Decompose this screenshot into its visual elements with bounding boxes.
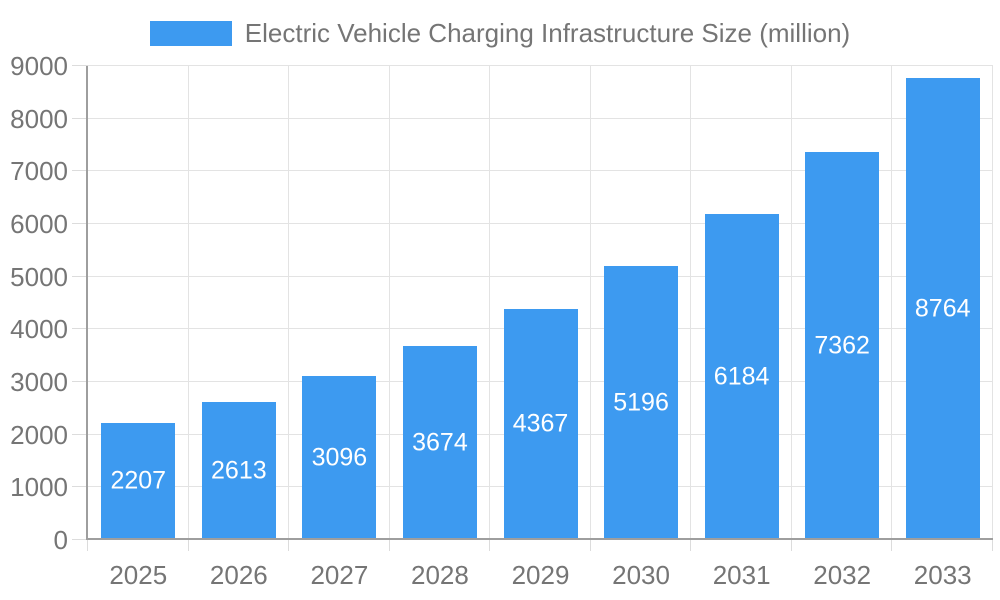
legend-label: Electric Vehicle Charging Infrastructure… bbox=[244, 17, 851, 48]
legend-item[interactable]: Electric Vehicle Charging Infrastructure… bbox=[0, 17, 1000, 48]
x-axis-tick bbox=[288, 540, 290, 551]
x-axis-tick-label: 2030 bbox=[612, 560, 670, 590]
bar[interactable]: 4367 bbox=[503, 309, 578, 539]
y-axis-tick-label: 3000 bbox=[10, 367, 68, 397]
y-axis-tick-label: 2000 bbox=[10, 419, 68, 450]
y-axis-tick bbox=[72, 275, 88, 277]
gridline-vertical bbox=[589, 66, 591, 540]
y-axis-line bbox=[86, 66, 88, 540]
y-axis-tick bbox=[72, 539, 88, 540]
x-axis-tick bbox=[87, 540, 88, 551]
gridline-vertical bbox=[288, 66, 290, 540]
bar[interactable]: 3096 bbox=[302, 376, 377, 539]
bar[interactable]: 2613 bbox=[201, 402, 276, 539]
gridline-horizontal bbox=[88, 65, 993, 66]
x-axis-line bbox=[86, 538, 993, 540]
y-axis-tick-label: 1000 bbox=[10, 472, 68, 503]
gridline-vertical bbox=[187, 66, 189, 540]
y-axis-tick-label: 9000 bbox=[10, 51, 68, 81]
y-axis-tick bbox=[72, 381, 88, 382]
bar-value-label: 2207 bbox=[110, 466, 167, 495]
x-axis-tick-label: 2028 bbox=[411, 560, 469, 590]
bar-value-label: 6184 bbox=[713, 362, 770, 390]
bar[interactable]: 8764 bbox=[905, 78, 980, 539]
bar[interactable]: 6184 bbox=[704, 214, 779, 539]
gridline-vertical bbox=[690, 66, 692, 540]
bar-value-label: 3096 bbox=[311, 443, 368, 471]
bar[interactable]: 5196 bbox=[604, 266, 679, 539]
gridline-vertical bbox=[891, 66, 893, 540]
y-axis-tick bbox=[72, 223, 88, 224]
gridline-horizontal bbox=[88, 117, 993, 119]
gridline-vertical bbox=[388, 66, 390, 540]
gridline-horizontal bbox=[88, 223, 993, 224]
gridline-vertical bbox=[790, 66, 792, 540]
x-axis-tick bbox=[388, 540, 390, 551]
legend-swatch bbox=[149, 20, 232, 46]
x-axis-tick bbox=[992, 540, 993, 551]
bar-value-label: 7362 bbox=[814, 331, 870, 359]
y-axis-tick-label: 4000 bbox=[10, 314, 68, 345]
x-axis-tick-label: 2031 bbox=[712, 560, 771, 590]
y-axis-tick-label: 6000 bbox=[10, 209, 68, 239]
y-axis-tick-label: 7000 bbox=[10, 156, 68, 187]
y-axis-tick bbox=[72, 65, 88, 66]
x-axis-tick-label: 2027 bbox=[310, 560, 369, 590]
gridline-horizontal bbox=[88, 170, 993, 172]
x-axis-tick bbox=[790, 540, 792, 551]
bar-value-label: 3674 bbox=[412, 428, 468, 456]
bar-value-label: 4367 bbox=[512, 409, 569, 438]
x-axis-tick bbox=[690, 540, 692, 551]
gridline-vertical bbox=[489, 66, 491, 540]
gridline-vertical bbox=[992, 66, 993, 540]
gridline-horizontal bbox=[88, 275, 993, 277]
x-axis-tick bbox=[589, 540, 591, 551]
x-axis-tick bbox=[187, 540, 189, 551]
y-axis-tick bbox=[72, 328, 88, 330]
x-axis-tick bbox=[891, 540, 893, 551]
y-axis-tick bbox=[72, 433, 88, 435]
x-axis-tick bbox=[489, 540, 491, 551]
bar[interactable]: 3674 bbox=[402, 346, 477, 539]
x-axis-tick-label: 2033 bbox=[913, 560, 972, 590]
x-axis-tick-label: 2029 bbox=[511, 560, 570, 590]
bar[interactable]: 2207 bbox=[101, 423, 176, 539]
y-axis-tick bbox=[72, 170, 88, 172]
y-axis-tick-label: 0 bbox=[53, 525, 68, 555]
bar-value-label: 5196 bbox=[613, 388, 669, 416]
x-axis-tick-label: 2026 bbox=[209, 560, 268, 590]
bar[interactable]: 7362 bbox=[805, 152, 880, 539]
bar-value-label: 2613 bbox=[211, 456, 267, 484]
y-axis-tick-label: 8000 bbox=[10, 103, 68, 134]
x-axis-tick-label: 2032 bbox=[813, 560, 872, 590]
y-axis-tick bbox=[72, 486, 88, 488]
bar-value-label: 8764 bbox=[914, 294, 971, 322]
y-axis-tick bbox=[72, 117, 88, 119]
x-axis-tick-label: 2025 bbox=[109, 560, 168, 590]
y-axis-tick-label: 5000 bbox=[10, 261, 68, 292]
